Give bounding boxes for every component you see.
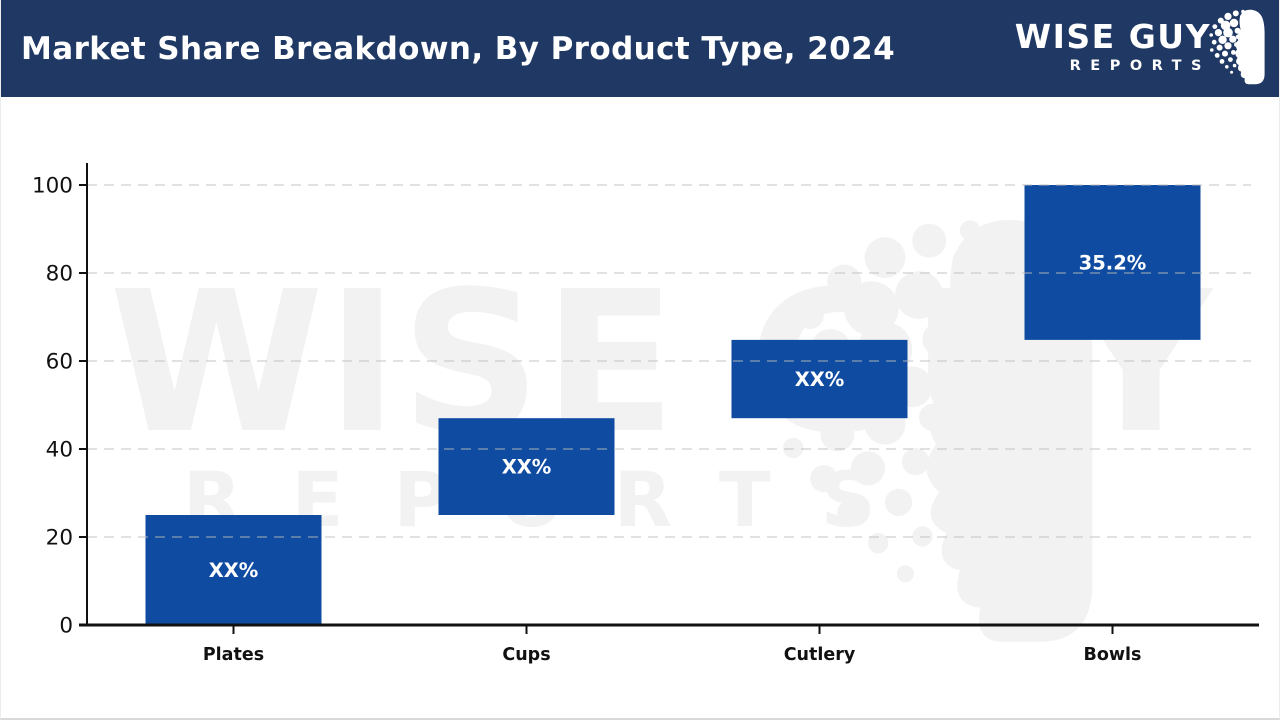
bar-label-cutlery: XX% bbox=[795, 368, 845, 391]
y-axis-tick-label-60: 60 bbox=[46, 350, 73, 375]
page-title: Market Share Breakdown, By Product Type,… bbox=[21, 30, 896, 67]
y-axis-tick-label-100: 100 bbox=[32, 174, 73, 199]
logo-head-icon bbox=[1207, 8, 1267, 86]
market-share-bar-chart: 0 20 40 60 80 100 Plates Cups Cutlery Bowls XX% XX%… bbox=[32, 163, 1259, 665]
logo-wordmark: WISE GUY REPORTS bbox=[1015, 20, 1211, 74]
x-axis-label-bowls: Bowls bbox=[1084, 645, 1142, 665]
y-axis-tick-label-40: 40 bbox=[46, 438, 73, 463]
logo-wordmark-line2: REPORTS bbox=[1069, 57, 1211, 74]
y-axis-tick-label-20: 20 bbox=[46, 526, 73, 551]
y-axis-tick-label-0: 0 bbox=[59, 614, 73, 639]
header-bar: Market Share Breakdown, By Product Type,… bbox=[1, 0, 1279, 97]
bar-plates bbox=[145, 515, 322, 625]
logo-wordmark-line1: WISE GUY bbox=[1014, 17, 1211, 57]
x-axis-label-cups: Cups bbox=[502, 645, 550, 665]
y-axis-tick-label-80: 80 bbox=[46, 262, 73, 287]
bar-label-cups: XX% bbox=[502, 456, 552, 479]
x-axis-label-plates: Plates bbox=[203, 645, 264, 665]
bar-label-bowls: 35.2% bbox=[1079, 251, 1147, 274]
bar-cups bbox=[438, 418, 615, 515]
x-axis-label-cutlery: Cutlery bbox=[784, 645, 856, 665]
bar-label-plates: XX% bbox=[209, 559, 259, 582]
logo: WISE GUY REPORTS bbox=[1015, 8, 1267, 86]
